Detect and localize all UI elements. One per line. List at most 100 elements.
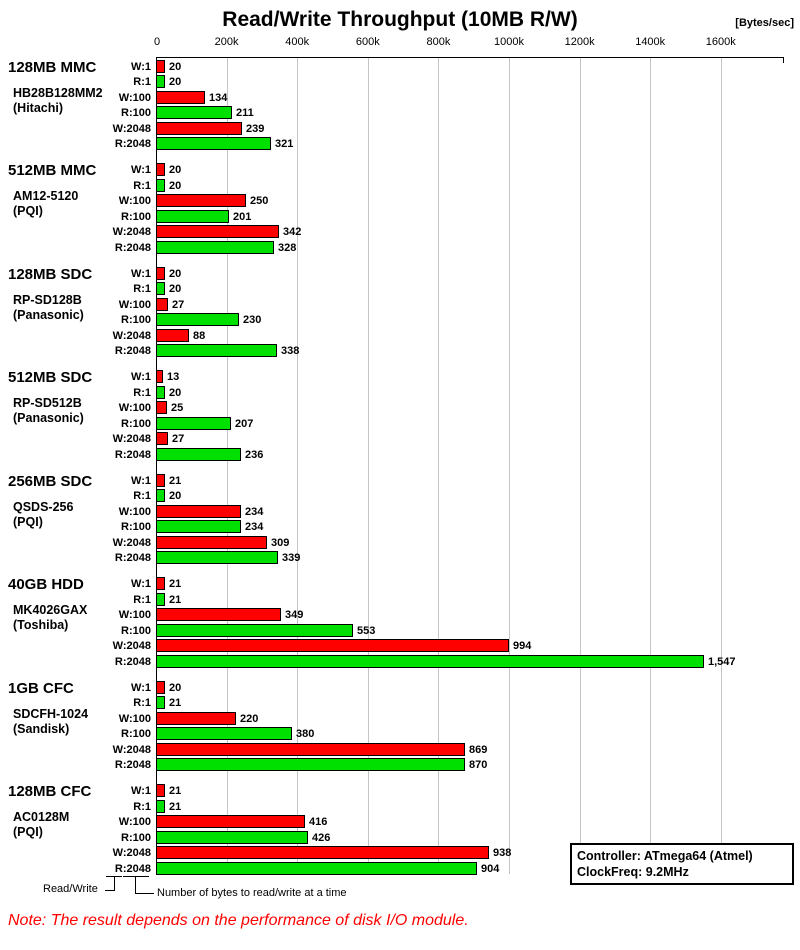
- bar-row-label: R:1: [133, 800, 151, 813]
- device-name: 128MB CFC: [8, 783, 92, 800]
- bar-value-label: 201: [233, 210, 252, 223]
- device-maker: (PQI): [13, 204, 43, 218]
- bar-row: W:100 220: [119, 711, 756, 725]
- bar-value-label: 994: [513, 640, 532, 652]
- bar-row-label: W:2048: [112, 433, 151, 445]
- bar-value-label: 328: [278, 241, 297, 254]
- device-label: 512MB MMC AM12-5120 (PQI): [8, 162, 153, 219]
- gridline: [509, 58, 510, 874]
- read-bar: [156, 106, 232, 119]
- bar-value-label: 21: [169, 578, 182, 590]
- bar-row-label: W:100: [118, 298, 151, 311]
- read-bar: [156, 654, 704, 668]
- device-model: QSDS-256: [13, 499, 74, 514]
- device-label: 128MB CFC AC0128M (PQI): [8, 783, 153, 840]
- bar-row-label: W:1: [131, 785, 151, 797]
- bar-row-label: R:1: [133, 179, 151, 192]
- bar-row: W:2048 309: [113, 535, 756, 549]
- write-bar: [156, 432, 168, 445]
- bar-row: R:1 21: [133, 696, 756, 709]
- bar-row: R:2048 339: [115, 551, 756, 564]
- bar-row: W:100 234: [119, 504, 756, 518]
- bar-row-label: W:1: [131, 267, 151, 280]
- device-maker: (Sandisk): [13, 721, 70, 736]
- gridline: [438, 58, 440, 874]
- bar-row: W:2048 869: [113, 742, 756, 756]
- bar-row: R:2048 1,547: [115, 654, 756, 668]
- device-name: 256MB SDC: [8, 472, 93, 490]
- bar-row: R:1 21: [133, 799, 756, 813]
- bar-value-label: 904: [481, 862, 500, 875]
- read-bar: [156, 727, 292, 740]
- bar-value-label: 20: [169, 76, 182, 88]
- x-axis-tick-label: 800k: [426, 36, 451, 48]
- bar-row: R:100 201: [121, 209, 756, 223]
- bar-row: R:100 426: [121, 830, 756, 844]
- bar-row: W:1 21: [131, 784, 756, 797]
- bar-row-label: W:100: [118, 712, 151, 725]
- bar-row-label: W:2048: [112, 226, 151, 238]
- gridline: [720, 58, 722, 874]
- x-axis-tick-label: 600k: [355, 36, 380, 48]
- device-label: 512MB SDC RP-SD512B (Panasonic): [8, 369, 153, 426]
- bar-value-label: 236: [245, 448, 264, 461]
- device-model: MK4026GAX: [13, 603, 88, 617]
- write-bar: [156, 577, 165, 590]
- device-name: 512MB MMC: [8, 162, 97, 179]
- device-maker: (PQI): [13, 825, 43, 839]
- write-bar: [156, 815, 305, 828]
- x-axis-tick-label: 200k: [214, 36, 239, 48]
- bar-value-label: 207: [235, 417, 254, 430]
- bar-value-label: 342: [283, 226, 302, 238]
- bar-value-label: 20: [169, 164, 182, 176]
- bar-row: W:1 20: [131, 163, 756, 176]
- bar-row: R:100 207: [121, 416, 756, 430]
- bar-row-label: R:1: [133, 283, 151, 295]
- write-bar: [156, 784, 165, 797]
- write-bar: [156, 535, 267, 549]
- controller-info: Controller: ATmega64 (Atmel): [577, 849, 753, 863]
- bar-row-label: W:2048: [112, 847, 151, 859]
- bar-row-label: R:1: [133, 76, 151, 88]
- bar-row: W:100 25: [119, 401, 756, 414]
- bar-row: W:1 21: [131, 577, 756, 590]
- device-name: 1GB CFC: [8, 679, 74, 697]
- bar-value-label: 20: [169, 267, 182, 280]
- bar-row-label: R:100: [121, 107, 151, 119]
- bar-row: W:100 250: [119, 194, 756, 207]
- bar-row: R:1 21: [133, 592, 756, 606]
- bar-row-label: W:1: [131, 60, 151, 73]
- bar-row-label: R:100: [121, 314, 151, 326]
- bar-row: W:1 20: [131, 680, 756, 694]
- bar-value-label: 1,547: [708, 655, 736, 668]
- bar-row: R:2048 236: [115, 447, 756, 461]
- bar-value-label: 416: [309, 816, 328, 828]
- bar-row: R:2048 321: [115, 137, 756, 150]
- bar-row-label: R:2048: [114, 759, 151, 771]
- axis-unit-label: [Bytes/sec]: [735, 17, 794, 29]
- bar-value-label: 20: [169, 283, 182, 295]
- bar-row-label: W:2048: [112, 122, 151, 135]
- x-axis-tick-label: 1200k: [564, 36, 595, 48]
- bar-row-label: W:100: [118, 816, 151, 828]
- controller-info-box: Controller: ATmega64 (Atmel) ClockFreq: …: [570, 843, 794, 885]
- x-axis-tick-label: 1600k: [705, 36, 736, 48]
- read-write-bracket-elbow: [105, 876, 115, 891]
- bar-row: R:100 211: [121, 106, 756, 119]
- bar-row-label: W:1: [131, 371, 151, 383]
- bytes-footnote: Number of bytes to read/write at a time: [157, 887, 347, 899]
- write-bar: [156, 59, 165, 73]
- write-bar: [156, 163, 165, 176]
- device-label: 40GB HDD MK4026GAX (Toshiba): [8, 576, 153, 633]
- bar-row: W:2048 27: [113, 432, 756, 445]
- write-bar: [156, 90, 205, 104]
- bar-value-label: 88: [193, 329, 206, 342]
- device-name: 512MB SDC: [8, 369, 93, 386]
- bar-row: W:100 134: [119, 90, 756, 104]
- bar-row: R:1 20: [133, 75, 756, 88]
- bar-value-label: 25: [171, 402, 184, 414]
- bar-row: R:100 553: [121, 623, 756, 637]
- bar-row-label: R:100: [121, 521, 151, 533]
- bar-row-label: W:1: [131, 681, 151, 694]
- bar-value-label: 13: [167, 371, 180, 383]
